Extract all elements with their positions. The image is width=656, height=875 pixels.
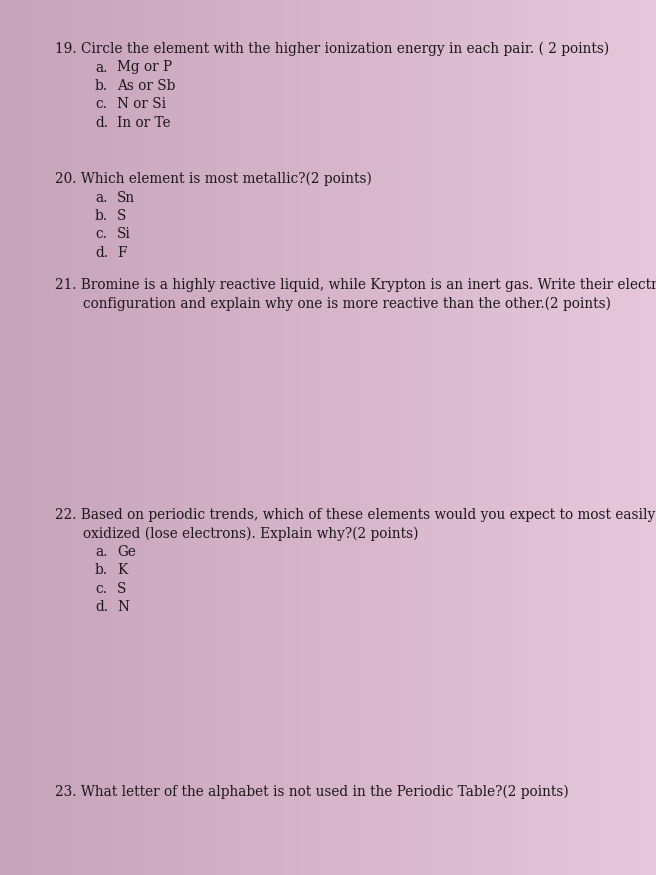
- Text: Ge: Ge: [117, 545, 136, 559]
- Text: a.: a.: [95, 191, 108, 205]
- Text: Si: Si: [117, 228, 131, 242]
- Text: S: S: [117, 209, 127, 223]
- Text: c.: c.: [95, 228, 107, 242]
- Text: d.: d.: [95, 116, 108, 130]
- Text: 20. Which element is most metallic?(2 points): 20. Which element is most metallic?(2 po…: [55, 172, 372, 186]
- Text: oxidized (lose electrons). Explain why?(2 points): oxidized (lose electrons). Explain why?(…: [83, 527, 419, 541]
- Text: configuration and explain why one is more reactive than the other.(2 points): configuration and explain why one is mor…: [83, 297, 611, 311]
- Text: c.: c.: [95, 97, 107, 111]
- Text: a.: a.: [95, 60, 108, 74]
- Text: F: F: [117, 246, 127, 260]
- Text: b.: b.: [95, 209, 108, 223]
- Text: 22. Based on periodic trends, which of these elements would you expect to most e: 22. Based on periodic trends, which of t…: [55, 508, 655, 522]
- Text: 23. What letter of the alphabet is not used in the Periodic Table?(2 points): 23. What letter of the alphabet is not u…: [55, 785, 569, 800]
- Text: d.: d.: [95, 600, 108, 614]
- Text: 21. Bromine is a highly reactive liquid, while Krypton is an inert gas. Write th: 21. Bromine is a highly reactive liquid,…: [55, 278, 656, 292]
- Text: N or Si: N or Si: [117, 97, 166, 111]
- Text: 19. Circle the element with the higher ionization energy in each pair. ( 2 point: 19. Circle the element with the higher i…: [55, 42, 609, 56]
- Text: b.: b.: [95, 79, 108, 93]
- Text: In or Te: In or Te: [117, 116, 171, 130]
- Text: a.: a.: [95, 545, 108, 559]
- Text: Mg or P: Mg or P: [117, 60, 172, 74]
- Text: S: S: [117, 582, 127, 596]
- Text: b.: b.: [95, 564, 108, 578]
- Text: K: K: [117, 564, 127, 578]
- Text: c.: c.: [95, 582, 107, 596]
- Text: N: N: [117, 600, 129, 614]
- Text: Sn: Sn: [117, 191, 135, 205]
- Text: d.: d.: [95, 246, 108, 260]
- Text: As or Sb: As or Sb: [117, 79, 175, 93]
